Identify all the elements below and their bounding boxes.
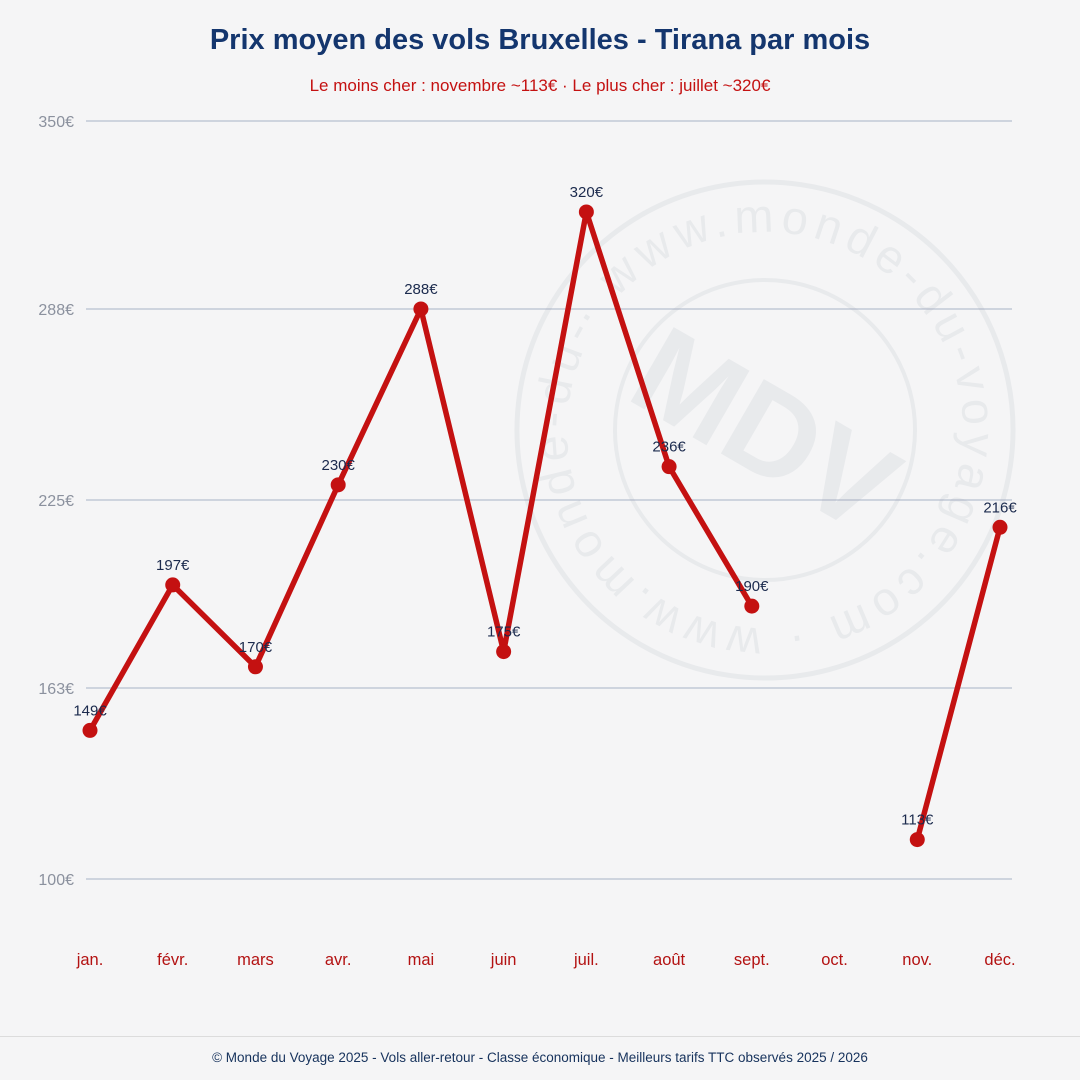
data-point-label: 197€ — [156, 557, 190, 574]
series-layer — [82, 204, 1008, 848]
data-point — [330, 477, 346, 493]
page-title: Prix moyen des vols Bruxelles - Tirana p… — [209, 24, 871, 56]
data-point-label: 230€ — [321, 457, 355, 474]
data-point-label: 170€ — [239, 639, 273, 656]
x-axis-label: mars — [237, 951, 274, 969]
x-axis-label: juin — [490, 951, 517, 969]
grid-layer: 350€ 288€ 225€ 163€ 100€ — [38, 114, 1012, 889]
y-tick-label: 288€ — [38, 302, 74, 319]
data-point — [992, 519, 1008, 535]
price-line-chart: 350€ 288€ 225€ 163€ 100€ · www.monde-du-voya… — [38, 105, 1080, 969]
x-axis-label: jan. — [76, 951, 104, 969]
x-axis-label: mai — [408, 951, 435, 969]
y-tick-label: 163€ — [38, 681, 74, 698]
data-point — [578, 204, 594, 220]
data-point — [661, 459, 677, 475]
data-point — [496, 644, 512, 660]
x-axis-label: déc. — [984, 951, 1015, 969]
x-axis-label: juil. — [573, 951, 599, 969]
data-point-label: 149€ — [73, 702, 107, 719]
data-point-label: 236€ — [652, 439, 686, 456]
footer: © Monde du Voyage 2025 - Vols aller-reto… — [0, 1036, 1080, 1065]
data-point — [909, 832, 925, 848]
data-point-label: 175€ — [487, 624, 521, 641]
x-axis-label: avr. — [325, 951, 352, 969]
page-subtitle: Le moins cher : novembre ~113€ · Le plus… — [309, 76, 771, 95]
data-point — [413, 301, 429, 317]
footer-text: © Monde du Voyage 2025 - Vols aller-reto… — [212, 1050, 868, 1065]
x-axis-layer: jan. févr. mars avr. mai juin juil. août sept. oc… — [76, 951, 1016, 969]
x-axis-label: nov. — [902, 951, 932, 969]
data-point — [247, 659, 263, 675]
series-line — [914, 524, 1003, 843]
watermark: · www.monde-du-voyage.com · www.monde-du… — [435, 105, 1080, 760]
data-point-label: 113€ — [901, 812, 934, 829]
x-axis-label: août — [653, 951, 686, 969]
y-tick-label: 225€ — [38, 493, 74, 510]
watermark-outer-circle — [514, 179, 1016, 681]
x-axis-label: sept. — [734, 951, 770, 969]
x-axis-label: oct. — [821, 951, 848, 969]
data-point — [165, 577, 181, 593]
data-point-label: 190€ — [735, 578, 769, 595]
y-tick-label: 350€ — [38, 114, 74, 131]
y-tick-label: 100€ — [38, 872, 74, 889]
data-point — [82, 722, 98, 738]
data-point-label: 288€ — [404, 281, 438, 298]
data-point-label: 216€ — [983, 499, 1017, 516]
x-axis-label: févr. — [157, 951, 188, 969]
point-label-layer: 149€ 197€ 170€ 230€ 288€ 175€ 320€ 236€ 190€ 113€… — [73, 184, 1017, 829]
data-point-label: 320€ — [570, 184, 604, 201]
data-point — [744, 598, 760, 614]
